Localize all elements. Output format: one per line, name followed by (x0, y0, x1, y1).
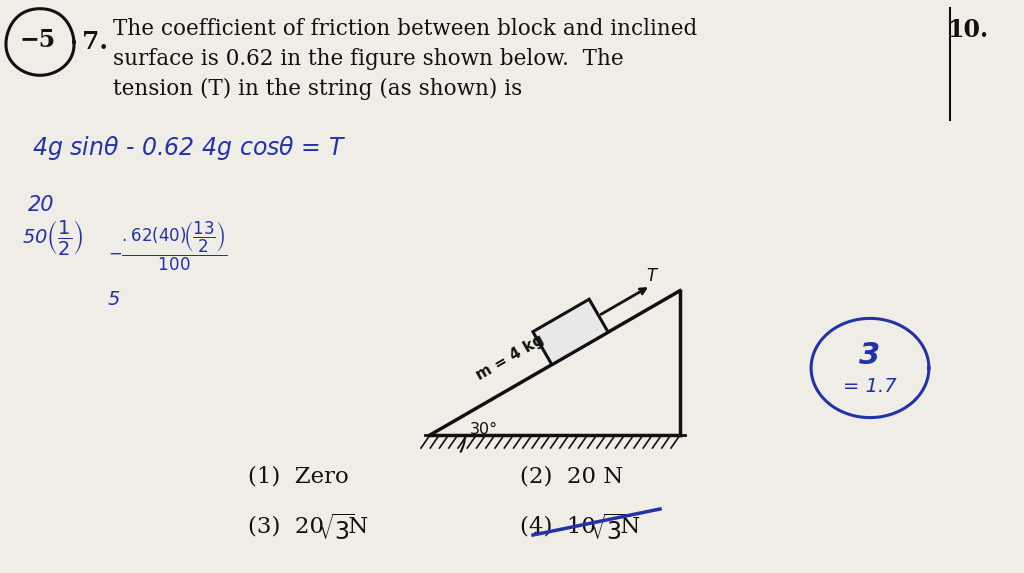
Text: $-\dfrac{.62(40)\!\left(\dfrac{13}{2}\right)}{100}$: $-\dfrac{.62(40)\!\left(\dfrac{13}{2}\ri… (108, 220, 227, 273)
Text: 10.: 10. (947, 18, 988, 42)
Text: N: N (613, 516, 640, 538)
Text: (2)  20 N: (2) 20 N (520, 466, 624, 488)
Text: −5: −5 (19, 28, 56, 52)
Text: 4g sin$\theta$ - 0.62 4g cos$\theta$ = T: 4g sin$\theta$ - 0.62 4g cos$\theta$ = T (32, 134, 346, 162)
Text: 5: 5 (108, 290, 121, 309)
Text: 30°: 30° (470, 422, 498, 437)
Text: 20: 20 (28, 195, 54, 215)
Text: m = 4 kg: m = 4 kg (474, 332, 547, 383)
Text: (3)  20: (3) 20 (248, 516, 324, 538)
Text: $\sqrt{3}$: $\sqrt{3}$ (318, 514, 354, 544)
Text: 3: 3 (859, 342, 881, 371)
Polygon shape (532, 299, 608, 364)
Text: T: T (647, 267, 656, 285)
Text: (4)  10: (4) 10 (520, 516, 596, 538)
Text: surface is 0.62 in the figure shown below.  The: surface is 0.62 in the figure shown belo… (113, 48, 624, 70)
Text: N: N (341, 516, 369, 538)
Text: (1)  Zero: (1) Zero (248, 466, 349, 488)
Text: tension (T) in the string (as shown) is: tension (T) in the string (as shown) is (113, 78, 522, 100)
Text: $\sqrt{3}$: $\sqrt{3}$ (590, 514, 627, 544)
Text: 50$\left(\dfrac{1}{2}\right)$: 50$\left(\dfrac{1}{2}\right)$ (22, 218, 83, 257)
Text: 7.: 7. (82, 30, 108, 54)
Text: The coefficient of friction between block and inclined: The coefficient of friction between bloc… (113, 18, 697, 40)
Text: = 1.7: = 1.7 (843, 376, 897, 395)
